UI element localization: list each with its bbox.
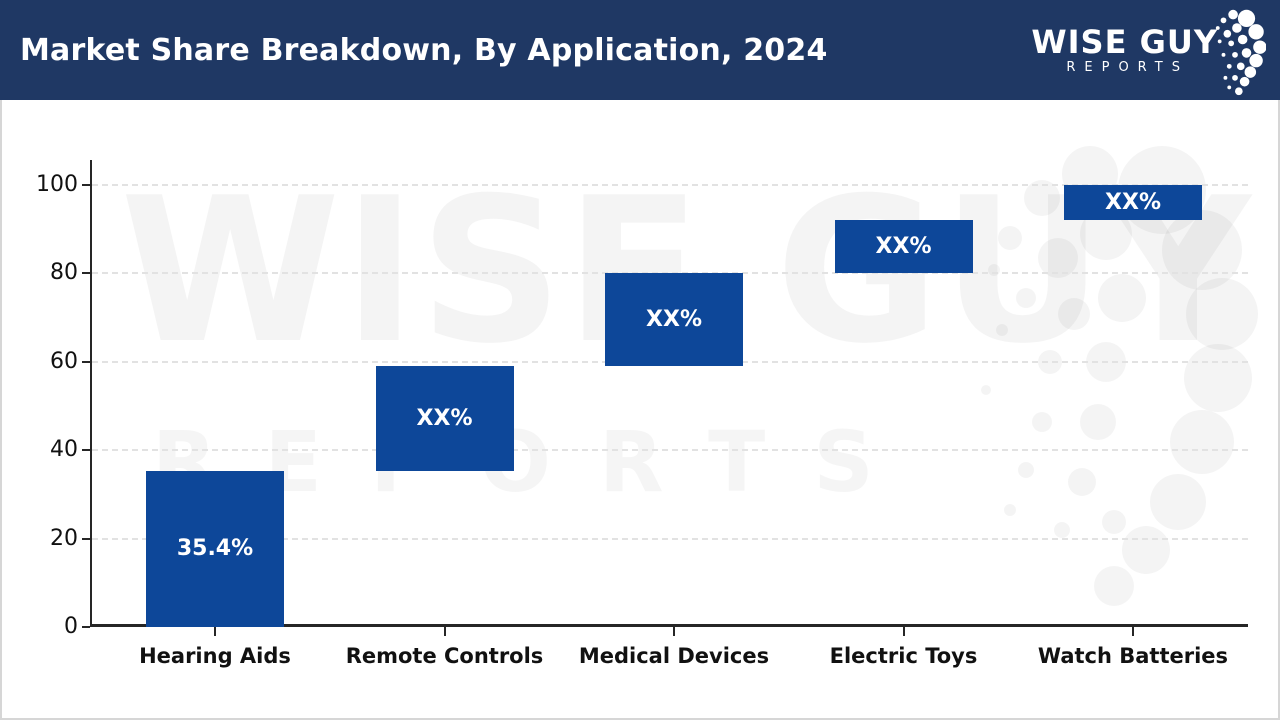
bar-value-label: XX% <box>646 307 702 333</box>
y-tick-mark-20 <box>82 537 90 540</box>
logo-wordmark: WISE GUY REPORTS <box>1031 26 1218 74</box>
y-tick-label-20: 20 <box>50 525 78 551</box>
category-label-medical-devices: Medical Devices <box>578 644 770 668</box>
bar-value-label: XX% <box>416 405 473 431</box>
x-tick-mark-5 <box>1132 627 1134 636</box>
y-tick-mark-40 <box>82 449 90 452</box>
watermark-head-icon <box>981 146 1258 606</box>
gridline-y-40 <box>92 449 1248 452</box>
bar-medical-devices: XX% <box>605 273 743 367</box>
x-tick-mark-2 <box>443 627 446 636</box>
bar-electric-toys: XX% <box>834 220 973 274</box>
category-label-hearing-aids: Hearing Aids <box>139 644 291 668</box>
y-tick-mark-80 <box>82 272 90 275</box>
y-tick-mark-60 <box>82 360 90 363</box>
gridline-y-100 <box>92 184 1248 186</box>
y-tick-label-60: 60 <box>50 348 78 374</box>
x-tick-mark-3 <box>673 627 675 636</box>
bar-value-label: 35.4% <box>176 536 254 562</box>
bar-watch-batteries: XX% <box>1064 185 1202 221</box>
gridline-y-20 <box>92 537 1248 540</box>
x-tick-mark-1 <box>214 627 216 636</box>
chart-title: Market Share Breakdown, By Application, … <box>20 32 828 68</box>
wiseguy-logo: WISE GUY REPORTS <box>1031 3 1266 97</box>
chart-area: WISE GUY REPORTS 02040608010035.4%XX%XX%… <box>0 100 1280 720</box>
x-tick-mark-4 <box>902 627 905 636</box>
y-tick-label-0: 0 <box>64 614 78 639</box>
bar-value-label: XX% <box>875 234 932 260</box>
bar-remote-controls: XX% <box>375 366 514 471</box>
logo-wordmark-main: WISE GUY <box>1031 23 1218 61</box>
category-label-watch-batteries: Watch Batteries <box>1037 644 1229 668</box>
y-tick-label-80: 80 <box>50 260 78 286</box>
plot-area: 0 20 40 60 80 100 35.4% XX% XX% XX% XX% Hearing Aid… <box>36 160 1248 668</box>
bar-value-label: XX% <box>1105 190 1161 216</box>
logo-wordmark-sub: REPORTS <box>1066 60 1189 75</box>
category-label-electric-toys: Electric Toys <box>829 644 978 668</box>
y-tick-label-40: 40 <box>50 437 78 463</box>
logo-head-icon <box>1215 9 1266 96</box>
y-tick-label-100: 100 <box>36 172 78 197</box>
category-label-remote-controls: Remote Controls <box>345 644 544 668</box>
y-tick-mark-100 <box>82 184 90 186</box>
y-tick-mark-0 <box>82 626 90 628</box>
header-bar: Market Share Breakdown, By Application, … <box>0 0 1280 100</box>
bar-hearing-aids: 35.4% <box>146 470 284 627</box>
